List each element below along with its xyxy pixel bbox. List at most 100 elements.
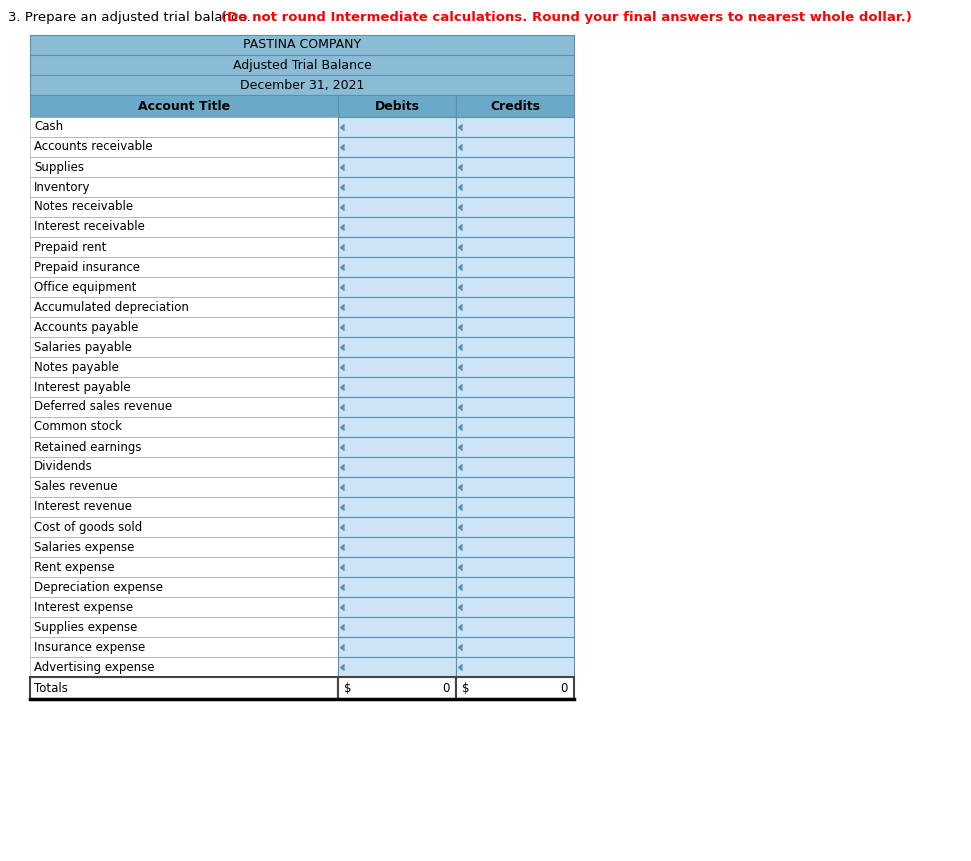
Bar bbox=[338, 257, 456, 277]
Bar bbox=[30, 257, 338, 277]
Text: Retained earnings: Retained earnings bbox=[34, 441, 142, 454]
Bar bbox=[338, 557, 456, 577]
Text: Supplies expense: Supplies expense bbox=[34, 621, 137, 634]
Bar bbox=[30, 637, 338, 657]
Bar bbox=[456, 257, 574, 277]
Bar bbox=[338, 337, 456, 357]
Bar bbox=[456, 297, 574, 317]
Bar bbox=[456, 237, 574, 257]
Text: Totals: Totals bbox=[34, 682, 68, 695]
Bar bbox=[30, 177, 338, 197]
Bar bbox=[338, 95, 456, 117]
Bar bbox=[456, 397, 574, 417]
Bar bbox=[338, 157, 456, 177]
Bar bbox=[456, 377, 574, 397]
Bar bbox=[456, 637, 574, 657]
Text: Sales revenue: Sales revenue bbox=[34, 480, 117, 493]
Bar bbox=[30, 55, 574, 75]
Bar bbox=[30, 157, 338, 177]
Bar bbox=[338, 457, 456, 477]
Bar bbox=[30, 117, 338, 137]
Bar bbox=[456, 317, 574, 337]
Text: PASTINA COMPANY: PASTINA COMPANY bbox=[243, 39, 361, 52]
Bar bbox=[456, 177, 574, 197]
Bar bbox=[456, 457, 574, 477]
Bar bbox=[30, 95, 338, 117]
Bar bbox=[30, 377, 338, 397]
Text: Prepaid insurance: Prepaid insurance bbox=[34, 261, 140, 274]
Bar bbox=[30, 577, 338, 597]
Bar bbox=[338, 477, 456, 497]
Bar bbox=[338, 317, 456, 337]
Text: Salaries expense: Salaries expense bbox=[34, 541, 134, 554]
Text: Advertising expense: Advertising expense bbox=[34, 660, 154, 673]
Bar bbox=[456, 137, 574, 157]
Bar bbox=[338, 357, 456, 377]
Text: Inventory: Inventory bbox=[34, 181, 90, 194]
Text: Rent expense: Rent expense bbox=[34, 561, 115, 573]
Bar bbox=[30, 297, 338, 317]
Bar bbox=[30, 277, 338, 297]
Bar bbox=[456, 557, 574, 577]
Bar bbox=[338, 397, 456, 417]
Bar bbox=[456, 597, 574, 617]
Text: Interest payable: Interest payable bbox=[34, 381, 131, 393]
Text: Accounts payable: Accounts payable bbox=[34, 320, 139, 333]
Text: $: $ bbox=[344, 682, 352, 695]
Bar bbox=[338, 617, 456, 637]
Text: Accumulated depreciation: Accumulated depreciation bbox=[34, 300, 189, 313]
Bar bbox=[456, 277, 574, 297]
Bar bbox=[30, 477, 338, 497]
Bar bbox=[338, 677, 456, 699]
Text: December 31, 2021: December 31, 2021 bbox=[240, 78, 364, 91]
Text: Interest expense: Interest expense bbox=[34, 600, 133, 614]
Text: Deferred sales revenue: Deferred sales revenue bbox=[34, 400, 172, 413]
Bar bbox=[338, 177, 456, 197]
Bar bbox=[338, 237, 456, 257]
Bar bbox=[456, 197, 574, 217]
Text: $: $ bbox=[462, 682, 470, 695]
Text: Depreciation expense: Depreciation expense bbox=[34, 580, 163, 593]
Bar bbox=[30, 497, 338, 517]
Bar bbox=[456, 477, 574, 497]
Text: 0: 0 bbox=[560, 682, 568, 695]
Text: Dividends: Dividends bbox=[34, 461, 93, 474]
Text: 3. Prepare an adjusted trial balance.: 3. Prepare an adjusted trial balance. bbox=[8, 11, 255, 24]
Text: Cash: Cash bbox=[34, 121, 63, 133]
Bar bbox=[30, 35, 574, 55]
Bar bbox=[338, 597, 456, 617]
Bar bbox=[338, 137, 456, 157]
Bar bbox=[456, 537, 574, 557]
Text: 3. Prepare an adjusted trial balance. (Do not round Intermediate calculations. R: 3. Prepare an adjusted trial balance. (D… bbox=[8, 11, 971, 24]
Bar bbox=[456, 117, 574, 137]
Bar bbox=[338, 277, 456, 297]
Text: Interest receivable: Interest receivable bbox=[34, 220, 145, 233]
Bar bbox=[338, 497, 456, 517]
Bar bbox=[338, 517, 456, 537]
Bar bbox=[456, 517, 574, 537]
Bar bbox=[30, 197, 338, 217]
Text: Prepaid rent: Prepaid rent bbox=[34, 240, 107, 253]
Bar bbox=[338, 117, 456, 137]
Bar bbox=[456, 337, 574, 357]
Bar bbox=[30, 357, 338, 377]
Bar bbox=[456, 657, 574, 677]
Text: Cost of goods sold: Cost of goods sold bbox=[34, 521, 142, 534]
Bar bbox=[338, 637, 456, 657]
Bar bbox=[30, 457, 338, 477]
Bar bbox=[338, 377, 456, 397]
Bar bbox=[456, 95, 574, 117]
Bar bbox=[456, 437, 574, 457]
Bar bbox=[30, 517, 338, 537]
Bar bbox=[338, 577, 456, 597]
Bar bbox=[456, 157, 574, 177]
Text: Interest revenue: Interest revenue bbox=[34, 500, 132, 513]
Bar bbox=[30, 657, 338, 677]
Bar bbox=[338, 417, 456, 437]
Text: Common stock: Common stock bbox=[34, 420, 122, 433]
Text: Credits: Credits bbox=[490, 100, 540, 113]
Bar bbox=[456, 357, 574, 377]
Text: Notes receivable: Notes receivable bbox=[34, 201, 133, 214]
Text: Salaries payable: Salaries payable bbox=[34, 340, 132, 354]
Text: Notes payable: Notes payable bbox=[34, 361, 118, 374]
